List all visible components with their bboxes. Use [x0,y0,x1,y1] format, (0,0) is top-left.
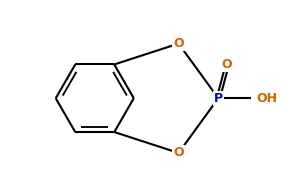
Text: O: O [221,58,232,71]
Text: P: P [214,92,223,105]
Text: O: O [173,146,184,159]
Text: OH: OH [256,92,277,105]
Text: O: O [173,37,184,50]
